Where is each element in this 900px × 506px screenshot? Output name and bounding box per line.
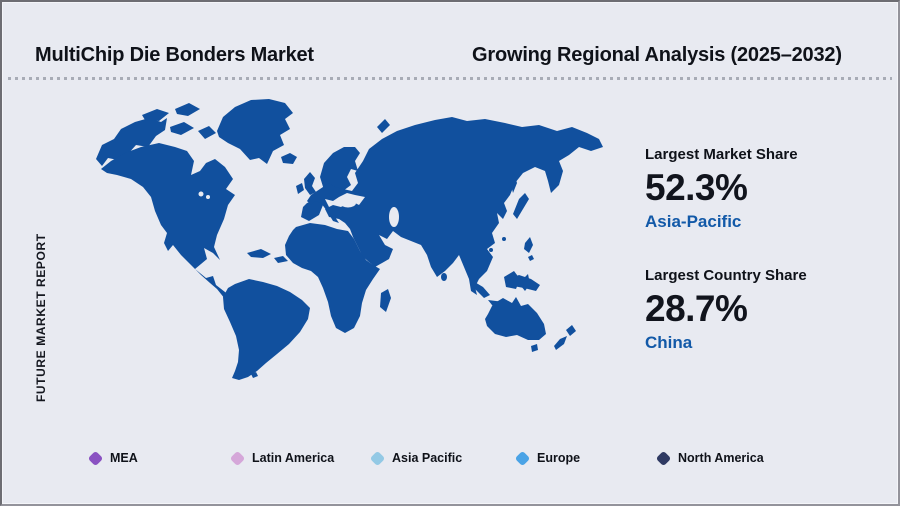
stat-label: Largest Market Share — [645, 146, 798, 163]
map-sumatra — [470, 281, 490, 298]
map-greenland — [217, 99, 293, 164]
map-tasmania — [531, 344, 538, 352]
map-novaya-zemlya — [377, 119, 390, 133]
stat-largest-market-share: Largest Market Share 52.3% Asia-Pacific — [645, 147, 885, 231]
legend-dot-asia-pacific — [369, 450, 386, 466]
brand-watermark: FUTURE MARKET REPORT — [34, 233, 48, 402]
map-black-sea — [340, 198, 356, 208]
map-philippines — [524, 237, 533, 253]
legend-label: North America — [678, 451, 764, 465]
legend-item-mea: MEA — [87, 450, 138, 466]
legend-item-europe: Europe — [514, 450, 581, 466]
page-subtitle: Growing Regional Analysis (2025–2032) — [472, 44, 842, 66]
map-caspian-sea — [389, 207, 399, 227]
page-title: MultiChip Die Bonders Market — [35, 44, 314, 66]
map-alaska — [96, 118, 167, 166]
stat-label: Largest Country Share — [645, 267, 807, 284]
legend-item-latin-america: Latin America — [229, 450, 335, 466]
map-taiwan — [502, 237, 506, 241]
stat-largest-country-share: Largest Country Share 28.7% China — [645, 268, 885, 352]
map-north-america — [101, 143, 238, 308]
legend-label: Europe — [537, 451, 581, 465]
stat-value: 52.3% — [645, 167, 748, 208]
legend-item-asia-pacific: Asia Pacific — [369, 450, 463, 466]
legend-label: Asia Pacific — [392, 451, 463, 465]
map-arctic-island — [198, 126, 216, 139]
legend-dot-mea — [87, 450, 104, 466]
legend-label: Latin America — [252, 451, 335, 465]
stat-region: Asia-Pacific — [645, 212, 742, 231]
legend-dot-europe — [514, 450, 531, 466]
legend-item-north-america: North America — [655, 450, 764, 466]
map-new-guinea — [507, 275, 540, 291]
map-hispaniola — [274, 256, 288, 263]
map-uk — [304, 172, 316, 195]
map-new-zealand — [566, 325, 576, 336]
map-sri-lanka — [441, 273, 447, 281]
stat-value: 28.7% — [645, 288, 748, 329]
map-ireland — [296, 183, 304, 194]
map-australia — [485, 297, 546, 340]
map-new-zealand — [554, 336, 567, 350]
map-hainan — [489, 248, 493, 252]
map-arctic-island — [170, 122, 194, 135]
stat-region: China — [645, 333, 693, 352]
map-south-america — [223, 279, 310, 380]
map-great-lakes — [198, 191, 204, 197]
map-sakhalin — [510, 173, 517, 193]
map-great-lakes — [206, 195, 210, 199]
map-cuba — [247, 249, 271, 258]
map-eurasia — [307, 117, 603, 295]
map-madagascar — [380, 289, 391, 312]
legend-label: MEA — [110, 451, 138, 465]
map-japan — [513, 193, 529, 219]
map-africa — [285, 223, 380, 333]
map-falklands — [251, 372, 258, 378]
map-scandinavia — [320, 147, 360, 195]
map-iberia — [301, 199, 323, 221]
world-map — [96, 99, 603, 380]
map-arctic-island — [142, 109, 169, 121]
legend-dot-latin-america — [229, 450, 246, 466]
map-iceland — [281, 153, 297, 164]
map-philippines — [528, 255, 534, 261]
header-divider — [8, 77, 892, 80]
map-arctic-island — [175, 103, 200, 116]
legend-dot-north-america — [655, 450, 672, 466]
